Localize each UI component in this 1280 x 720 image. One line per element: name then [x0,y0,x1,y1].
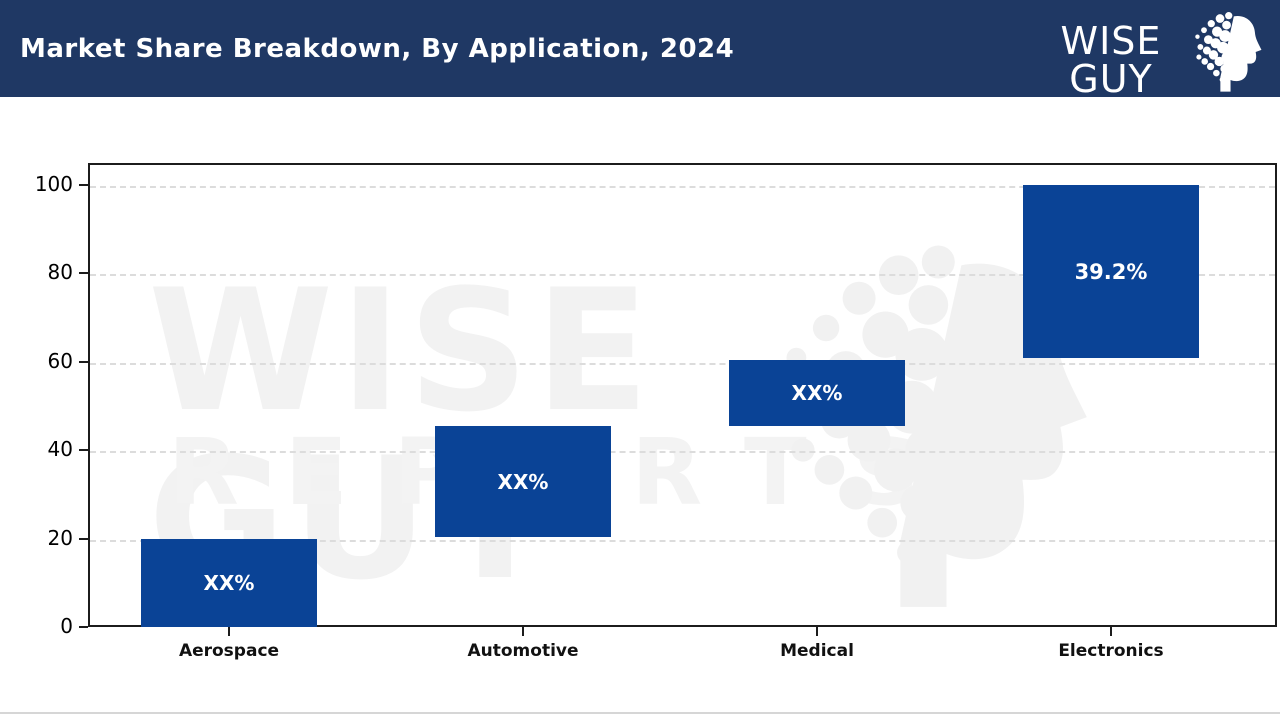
bar-value-label: XX% [203,570,255,595]
y-tick-mark [79,184,88,187]
bar-value-label: XX% [791,381,843,405]
y-tick-mark [79,626,88,628]
x-tick-label-aerospace: Aerospace [178,641,280,661]
x-tick-mark [522,627,524,636]
y-tick-label: 40 [47,437,73,462]
gridline-20 [90,539,1275,542]
x-tick-mark [816,627,818,636]
chart-area: WISE GUY REPORTS XX%XX%XX% [0,97,1280,712]
bar-electronics: 39.2% [1023,185,1199,359]
y-tick-label: 20 [47,525,73,550]
y-tick-mark [79,537,88,540]
bar-aerospace: XX% [141,538,317,627]
y-tick-label: 80 [47,260,73,285]
y-tick-label: 100 [34,172,73,197]
x-tick-label-medical: Medical [780,641,854,661]
footer-divider [0,712,1280,714]
header-bar: Market Share Breakdown, By Application, … [0,0,1280,116]
gridline-60 [90,362,1275,365]
y-tick-label: 60 [47,348,73,373]
x-tick-mark [228,627,230,636]
page-title: Market Share Breakdown, By Application, … [20,33,735,64]
bar-value-label: XX% [497,469,549,494]
gridline-80 [90,274,1275,277]
bar-automotive: XX% [435,426,611,537]
bar-value-label: 39.2% [1074,259,1148,284]
x-tick-mark [1110,627,1112,636]
logo-wordmark: WISE GUY [1060,19,1162,101]
y-tick-label: 0 [60,614,73,638]
brand-logo: WISE GUY REPORTS [1026,8,1266,116]
x-tick-label-automotive: Automotive [467,641,579,661]
gridline-100 [90,186,1275,189]
wiseguy-head-icon [1195,12,1262,92]
y-tick-mark [79,272,88,275]
bar-medical: XX% [729,359,905,427]
x-tick-label-electronics: Electronics [1058,641,1164,661]
y-tick-mark [79,449,88,452]
plot-area: XX% XX% XX% 39.2% [88,163,1277,627]
y-tick-mark [79,360,88,363]
gridline-40 [90,451,1275,454]
